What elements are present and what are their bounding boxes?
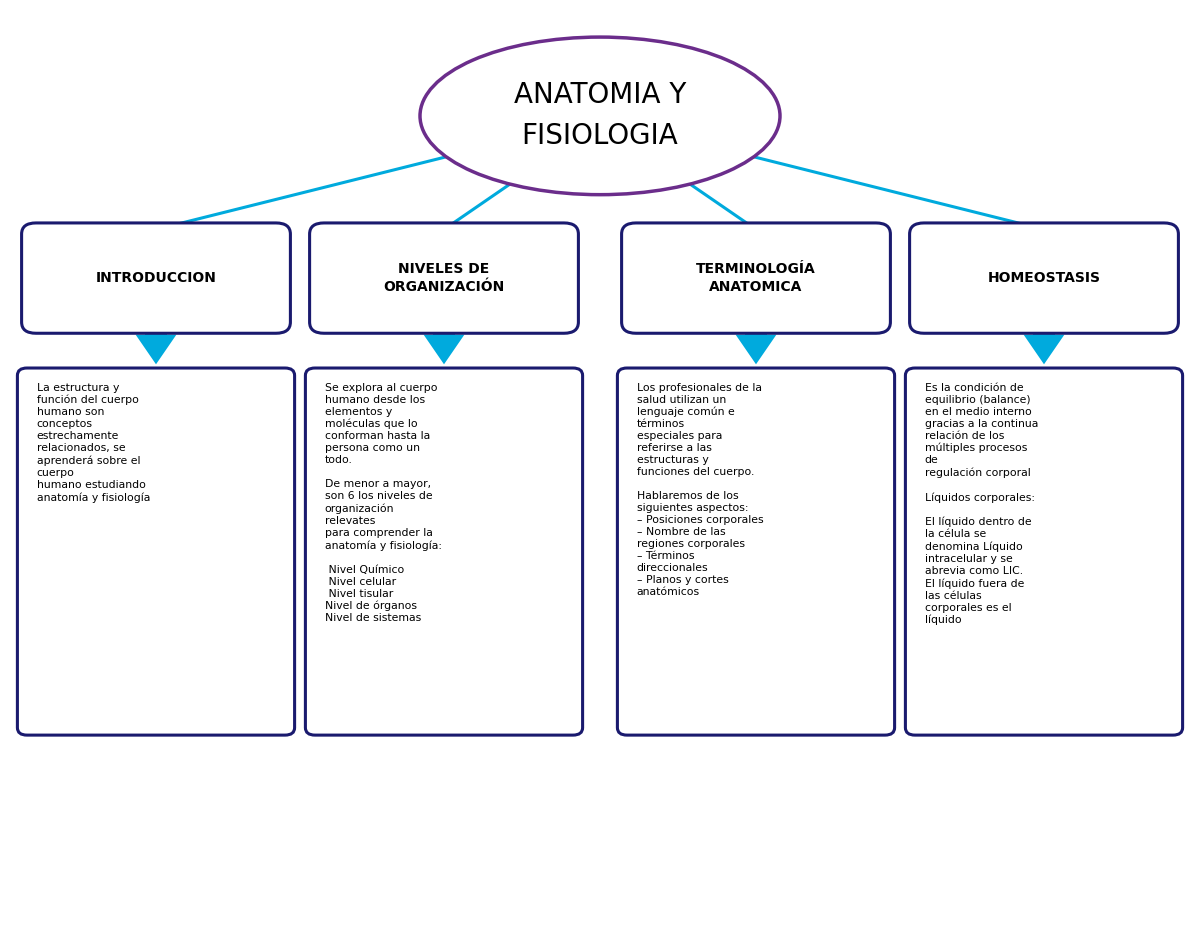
Text: TERMINOLOGÍA
ANATOMICA: TERMINOLOGÍA ANATOMICA <box>696 262 816 294</box>
Text: La estructura y
función del cuerpo
humano son
conceptos
estrechamente
relacionad: La estructura y función del cuerpo human… <box>37 383 150 502</box>
Text: Los profesionales de la
salud utilizan un
lenguaje común e
términos
especiales p: Los profesionales de la salud utilizan u… <box>636 383 763 598</box>
FancyBboxPatch shape <box>310 223 578 334</box>
FancyBboxPatch shape <box>18 368 295 735</box>
FancyBboxPatch shape <box>622 223 890 334</box>
Text: Se explora al cuerpo
humano desde los
elementos y
moléculas que lo
conforman has: Se explora al cuerpo humano desde los el… <box>324 383 442 623</box>
FancyBboxPatch shape <box>1033 323 1055 335</box>
Text: ANATOMIA Y
FISIOLOGIA: ANATOMIA Y FISIOLOGIA <box>514 82 686 150</box>
Polygon shape <box>736 335 776 364</box>
Text: NIVELES DE
ORGANIZACIÓN: NIVELES DE ORGANIZACIÓN <box>383 262 505 294</box>
FancyBboxPatch shape <box>910 223 1178 334</box>
Text: Es la condición de
equilibrio (balance)
en el medio interno
gracias a la continu: Es la condición de equilibrio (balance) … <box>924 383 1038 625</box>
FancyBboxPatch shape <box>22 223 290 334</box>
Polygon shape <box>1024 335 1064 364</box>
FancyBboxPatch shape <box>433 323 455 335</box>
FancyBboxPatch shape <box>145 323 167 335</box>
FancyBboxPatch shape <box>618 368 894 735</box>
FancyBboxPatch shape <box>305 368 583 735</box>
Text: INTRODUCCION: INTRODUCCION <box>96 271 216 286</box>
Polygon shape <box>136 335 176 364</box>
Polygon shape <box>424 335 464 364</box>
Text: HOMEOSTASIS: HOMEOSTASIS <box>988 271 1100 286</box>
FancyBboxPatch shape <box>745 323 767 335</box>
FancyBboxPatch shape <box>906 368 1183 735</box>
Ellipse shape <box>420 37 780 195</box>
